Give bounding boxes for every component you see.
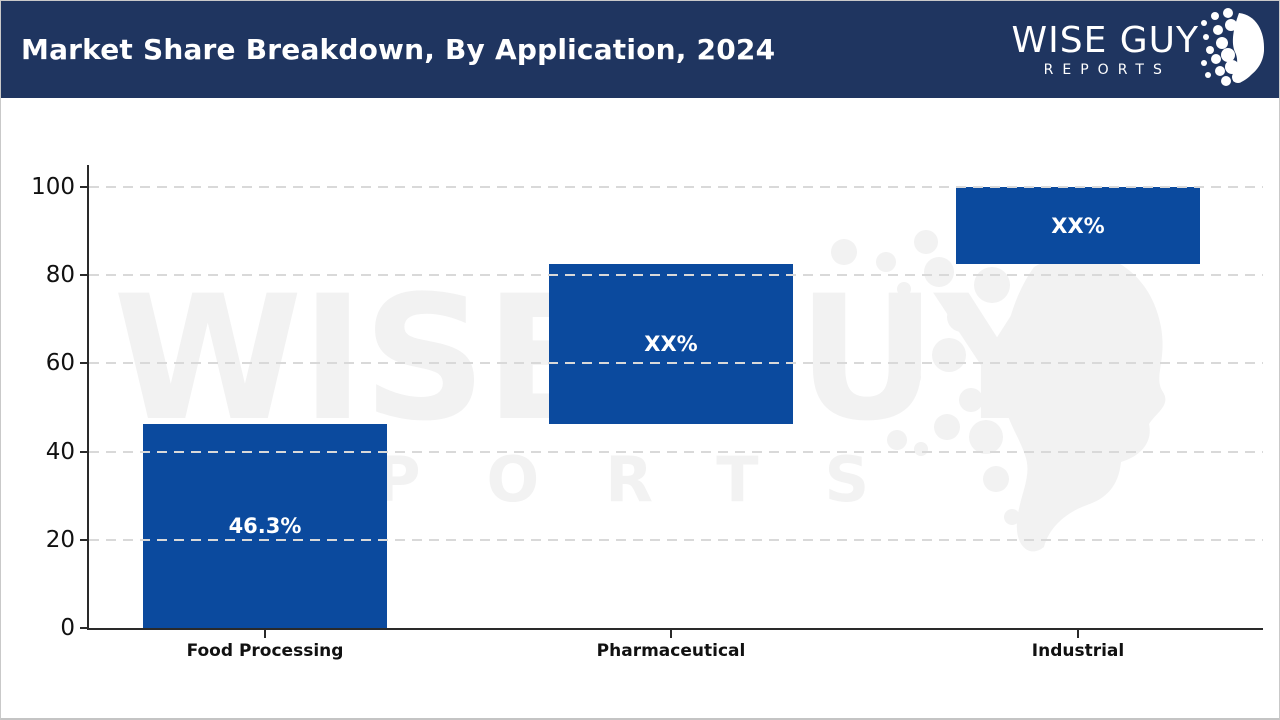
y-tick-mark: [80, 450, 87, 453]
category-label: Industrial: [1031, 641, 1125, 661]
y-tick-mark: [80, 627, 87, 629]
y-tick-label: 0: [60, 615, 75, 641]
bar-segment: [143, 423, 387, 628]
gridline: [89, 538, 1263, 541]
brand-name: WISE GUY: [1011, 19, 1199, 61]
x-tick-mark: [670, 630, 672, 638]
y-tick-mark: [80, 186, 87, 188]
bar-value-label: XX%: [1051, 213, 1105, 238]
y-tick-label: 100: [31, 174, 75, 200]
bar-segment: [956, 187, 1200, 265]
x-tick-mark: [264, 630, 266, 638]
bar-value-label: XX%: [644, 331, 698, 356]
category-label: Pharmaceutical: [596, 641, 746, 661]
y-axis-line: [87, 164, 89, 630]
brand-subname: REPORTS: [1043, 61, 1171, 78]
chart-title: Market Share Breakdown, By Application, …: [21, 33, 776, 66]
gridline: [89, 362, 1263, 365]
gridline: [89, 274, 1263, 277]
bar-value-label: 46.3%: [228, 513, 302, 538]
y-tick-mark: [80, 538, 87, 541]
y-tick-label: 40: [45, 438, 75, 465]
gridline: [89, 450, 1263, 453]
y-tick-mark: [80, 274, 87, 277]
brand-logo-text: WISE GUY REPORTS: [1011, 19, 1200, 78]
gridline: [89, 186, 1263, 188]
brand-logo: WISE GUY REPORTS: [1012, 7, 1268, 93]
y-tick-label: 60: [45, 350, 75, 377]
bar-segment: [549, 264, 793, 424]
x-tick-mark: [1077, 630, 1079, 638]
y-tick-label: 80: [45, 262, 75, 289]
header-bar: Market Share Breakdown, By Application, …: [1, 1, 1279, 98]
y-tick-label: 20: [45, 526, 75, 553]
x-axis-line: [87, 628, 1263, 630]
y-tick-mark: [80, 362, 87, 365]
brand-head-icon: [1201, 8, 1265, 86]
category-label: Food Processing: [186, 641, 344, 661]
